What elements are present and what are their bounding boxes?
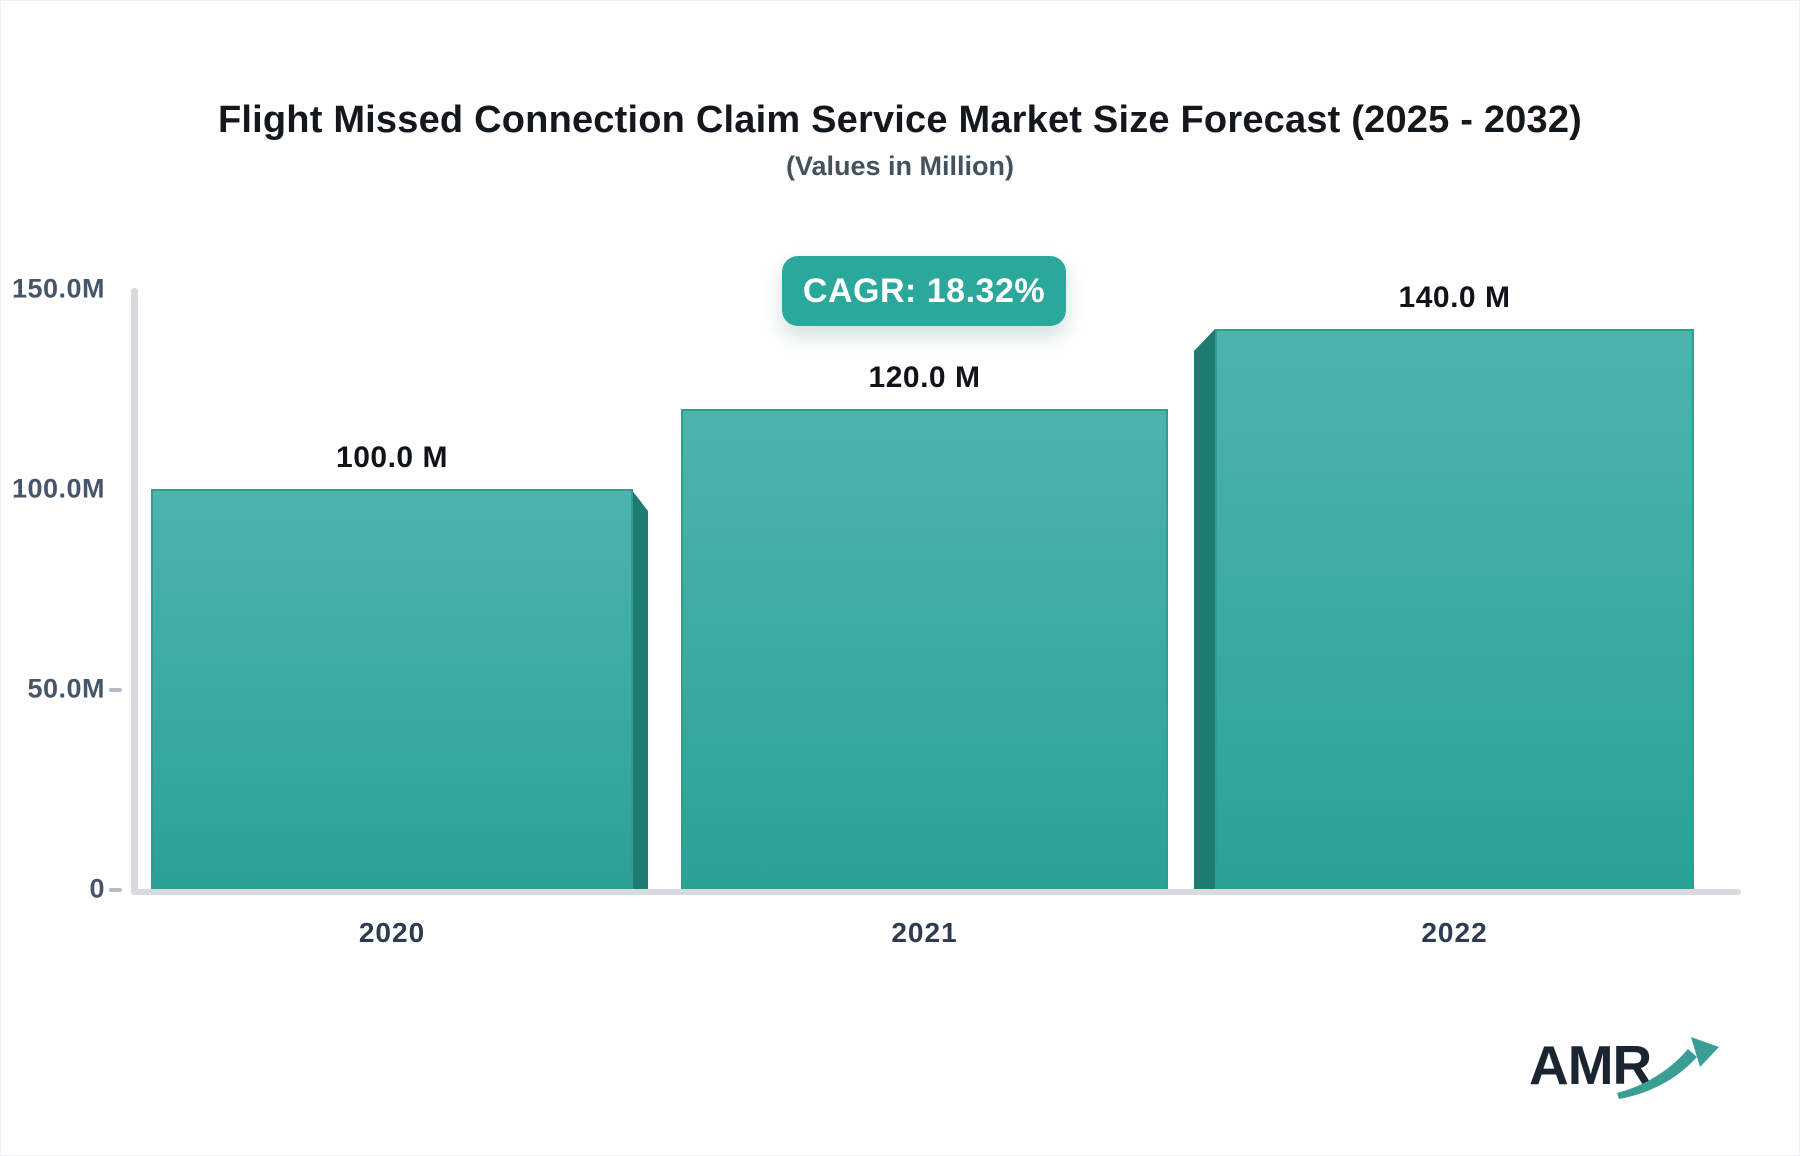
y-tick-mark-50 xyxy=(109,688,122,692)
cagr-badge-label: CAGR: 18.32% xyxy=(802,271,1046,310)
y-axis-line xyxy=(131,288,138,894)
growth-arrow-icon xyxy=(1617,1037,1719,1099)
y-tick-mark-0 xyxy=(109,888,122,892)
bar-side-shadow-2022 xyxy=(1194,329,1215,889)
x-tick-label-2022: 2022 xyxy=(1421,917,1488,948)
bar-2021 xyxy=(681,409,1168,889)
x-tick-label-2021: 2021 xyxy=(891,917,958,948)
x-axis-line xyxy=(131,889,1741,895)
y-tick-label-50: 50.0M xyxy=(27,673,105,704)
y-tick-label-100: 100.0M xyxy=(11,473,105,504)
chart-subtitle: (Values in Million) xyxy=(785,151,1015,181)
x-tick-label-2020: 2020 xyxy=(358,917,426,948)
chart-title: Flight Missed Connection Claim Service M… xyxy=(217,99,1583,141)
bar-2020 xyxy=(151,489,633,889)
y-tick-label-0: 0 xyxy=(89,873,105,904)
amr-logo: AMR xyxy=(1529,1029,1729,1119)
cagr-badge: CAGR: 18.32% xyxy=(782,256,1066,326)
bar-value-label-2022: 140.0 M xyxy=(1398,281,1511,314)
bar-side-shadow-2020 xyxy=(631,489,648,889)
y-tick-label-150: 150.0M xyxy=(11,273,105,304)
bar-2022 xyxy=(1215,329,1694,889)
bar-value-label-2021: 120.0 M xyxy=(868,361,981,394)
bar-value-label-2020: 100.0 M xyxy=(336,441,448,474)
amr-logo-text: AMR xyxy=(1529,1034,1652,1096)
